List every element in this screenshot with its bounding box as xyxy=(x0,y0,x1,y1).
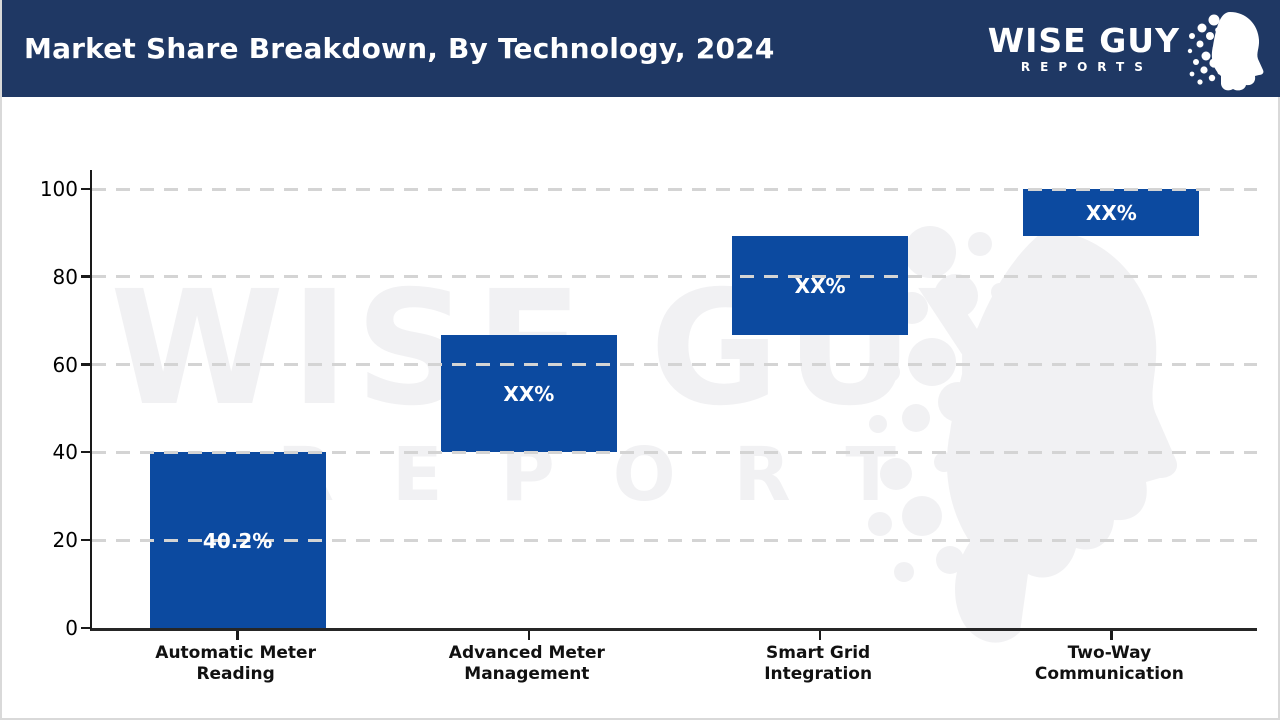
gridline-100 xyxy=(92,187,1257,191)
bar-value-label-2: XX% xyxy=(503,382,555,407)
x-tick-mark-2 xyxy=(527,631,531,640)
y-tick-mark-20 xyxy=(81,538,92,542)
y-tick-mark-0 xyxy=(81,626,92,629)
dotted-head-logo-icon xyxy=(1187,11,1264,90)
y-tick-mark-40 xyxy=(81,450,92,454)
y-tick-mark-60 xyxy=(81,363,92,366)
x-axis-category-labels: Automatic Meter Reading Advanced Meter Mana… xyxy=(90,643,1255,703)
logo-wordmark: WISE GUY xyxy=(987,21,1180,60)
bar-segment-2 xyxy=(440,335,617,452)
category-label-2: Advanced Meter Management xyxy=(448,643,605,685)
y-tick-label-0: 0 xyxy=(65,616,78,640)
y-tick-label-80: 80 xyxy=(52,264,78,289)
x-tick-mark-3 xyxy=(818,631,822,640)
category-label-3: Smart Grid Integration xyxy=(764,643,873,685)
y-tick-mark-100 xyxy=(81,187,92,190)
gridline-40 xyxy=(92,450,1257,454)
x-tick-mark-4 xyxy=(1110,631,1113,640)
category-label-4: Two-Way Communication xyxy=(1034,643,1184,685)
x-tick-mark-1 xyxy=(236,631,239,640)
bar-value-label-4: XX% xyxy=(1085,201,1137,226)
y-tick-mark-80 xyxy=(81,275,92,278)
y-tick-label-20: 20 xyxy=(52,528,78,553)
wise-guy-reports-logo: WISE GUY REPORTS xyxy=(988,6,1268,92)
plot-area: 0 20 40 60 80 100 40.2% XX% XX% XX% xyxy=(40,170,1257,640)
gridline-20 xyxy=(92,538,1257,542)
page-title: Market Share Breakdown, By Technology, 2… xyxy=(24,32,775,65)
header-bar: Market Share Breakdown, By Technology, 2… xyxy=(2,0,1280,97)
y-tick-label-100: 100 xyxy=(39,177,78,201)
bar-segment-4 xyxy=(1023,189,1200,236)
gridline-60 xyxy=(92,363,1257,367)
y-tick-label-40: 40 xyxy=(52,440,78,465)
logo-subtitle: REPORTS xyxy=(1020,60,1153,74)
gridline-80 xyxy=(92,275,1257,279)
y-tick-label-60: 60 xyxy=(52,352,78,377)
category-label-1: Automatic Meter Reading xyxy=(155,643,316,685)
logo-text: WISE GUY REPORTS xyxy=(988,24,1180,73)
bar-value-label-1: 40.2% xyxy=(202,528,273,553)
bar-value-label-3: XX% xyxy=(794,274,846,299)
chart-area: WISE GUY REPORTS 0 20 40 60 80 100 40.2% XX% XX%… xyxy=(2,97,1280,720)
